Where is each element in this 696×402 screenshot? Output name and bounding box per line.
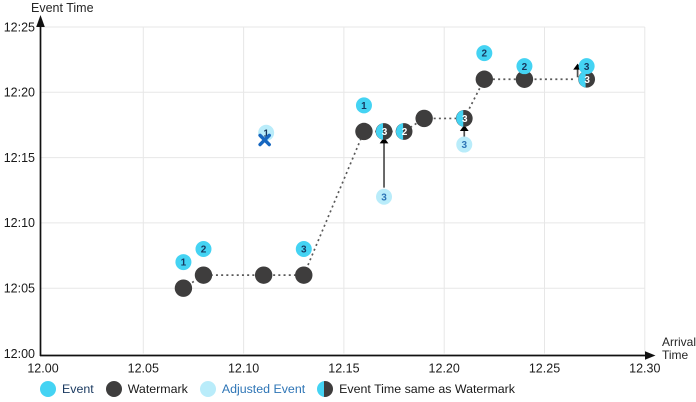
svg-text:2: 2 — [482, 49, 488, 60]
watermark-markers — [174, 70, 534, 297]
legend-event-same-as-watermark-label: Event Time same as Watermark — [339, 382, 515, 396]
y-tick-label: 12:25 — [4, 20, 35, 34]
event-same-as-watermark-marker: 3 — [375, 123, 393, 140]
event-marker: 1 — [355, 97, 372, 114]
y-tick-label: 12:00 — [4, 347, 35, 361]
x-tick-label: 12.10 — [228, 362, 259, 376]
legend-item-watermark: Watermark — [105, 381, 188, 397]
adjustment-arrow — [459, 124, 469, 139]
event-marker: 3 — [295, 241, 312, 258]
svg-text:3: 3 — [381, 192, 387, 203]
event-same-as-watermark-marker: 3 — [455, 110, 473, 127]
legend-item-event: Event — [40, 381, 94, 397]
x-tick-label: 12.05 — [128, 362, 159, 376]
x-axis-title-line1: Arrival — [662, 335, 696, 349]
y-tick-label: 12:15 — [4, 151, 35, 165]
dropped-event-x-icon — [258, 133, 271, 147]
event-same-as-watermark-marker: 3 — [578, 70, 596, 88]
y-axis-title: Event Time — [31, 1, 94, 15]
event-marker: 2 — [516, 58, 533, 75]
svg-text:3: 3 — [584, 75, 590, 86]
legend-watermark-label: Watermark — [127, 382, 188, 396]
event-marker: 1 — [175, 254, 192, 271]
svg-text:3: 3 — [301, 245, 307, 256]
svg-text:1: 1 — [263, 128, 269, 139]
x-axis-title: Arrival Time — [662, 336, 696, 361]
svg-text:2: 2 — [402, 127, 408, 138]
adjustment-arrow — [379, 137, 389, 188]
gridlines — [40, 26, 646, 354]
legend-adjusted-event-label: Adjusted Event — [221, 382, 306, 396]
event-markers: 1 2 3 1 2 2 3 — [175, 45, 595, 271]
svg-text:1: 1 — [181, 258, 187, 269]
svg-text:3: 3 — [461, 140, 467, 151]
svg-text:2: 2 — [201, 245, 207, 256]
legend-event-label: Event — [62, 382, 94, 396]
adjusted-event-markers: 33 — [376, 136, 473, 205]
dropped-event-marker: 1 — [258, 124, 275, 147]
svg-text:3: 3 — [462, 114, 468, 125]
x-tick-label: 12.25 — [529, 362, 560, 376]
x-tick-label: 12.00 — [27, 362, 58, 376]
watermark-marker — [415, 109, 433, 128]
watermark-marker-icon — [105, 381, 122, 397]
event-marker: 3 — [578, 58, 595, 75]
event-marker: 2 — [195, 241, 212, 258]
svg-text:3: 3 — [584, 62, 590, 73]
x-tick-label: 12.15 — [328, 362, 359, 376]
watermark-marker — [194, 266, 213, 284]
axes — [36, 15, 656, 360]
svg-text:3: 3 — [382, 127, 388, 138]
legend-item-event-same-as-watermark: Event Time same as Watermark — [317, 381, 515, 397]
x-tick-label: 12.20 — [429, 362, 460, 376]
watermark-marker — [475, 70, 494, 88]
watermark-marker — [355, 122, 373, 141]
y-tick-label: 12:20 — [4, 86, 35, 100]
event-marker: 2 — [476, 45, 493, 62]
event-marker-icon — [40, 381, 56, 397]
watermark-marker — [174, 279, 193, 297]
x-axis-title-line2: Time — [662, 347, 689, 362]
legend-item-adjusted-event: Adjusted Event — [199, 381, 306, 397]
adjusted-event-marker: 3 — [456, 136, 473, 153]
adjusted-event-marker-icon — [199, 381, 216, 397]
tick-labels: 12:00 12:05 12:10 12:15 12:20 12:25 12.00 12.05… — [4, 20, 661, 375]
event-same-as-watermark-marker: 2 — [395, 123, 413, 140]
y-tick-label: 12:10 — [4, 216, 35, 230]
x-axis-arrow-icon — [645, 351, 656, 360]
watermark-marker — [295, 266, 313, 284]
same-as-watermark-markers: 3 2 3 3 — [375, 70, 596, 140]
svg-text:1: 1 — [361, 101, 367, 112]
watermark-marker — [515, 70, 534, 88]
event-same-as-watermark-marker-icon — [317, 381, 334, 397]
watermark-dotted-line — [182, 78, 574, 289]
watermark-marker — [254, 266, 273, 284]
legend: Event Watermark Adjusted Event Event Tim… — [40, 381, 515, 397]
x-tick-label: 12.30 — [629, 362, 660, 376]
adjusted-event-marker: 3 — [376, 188, 393, 205]
y-tick-label: 12:05 — [4, 282, 35, 296]
svg-text:2: 2 — [522, 62, 528, 73]
y-axis-arrow-icon — [36, 15, 45, 27]
